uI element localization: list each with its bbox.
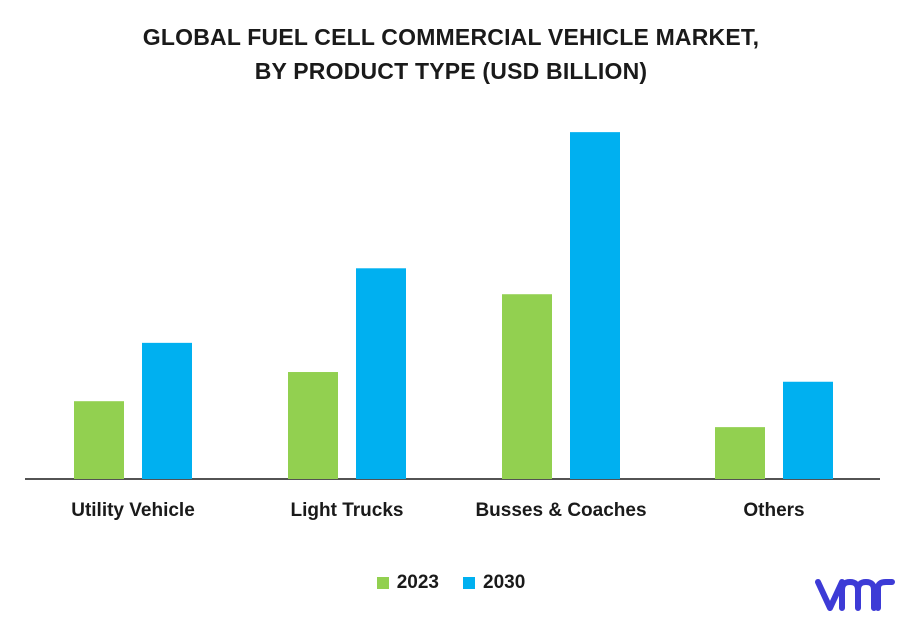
x-tick-label: Light Trucks: [291, 500, 404, 521]
x-tick-label: Utility Vehicle: [71, 500, 195, 521]
chart-legend: 2023 2030: [0, 572, 902, 594]
chart-title-line-1: GLOBAL FUEL CELL COMMERCIAL VEHICLE MARK…: [142, 24, 760, 50]
bar-2030-busses-coaches: [570, 132, 620, 479]
legend-item-2030: 2030: [463, 572, 525, 594]
bar-2023-light-trucks: [288, 372, 338, 479]
vmr-logo: [815, 579, 895, 611]
legend-item-2023: 2023: [376, 572, 439, 594]
bar-2030-others: [783, 381, 833, 479]
bar-2023-others: [715, 427, 765, 479]
chart-title-line-2: BY PRODUCT TYPE (USD BILLION): [254, 58, 648, 84]
bar-2030-utility-vehicle: [142, 342, 192, 479]
legend-label-2023: 2023: [396, 572, 439, 593]
x-tick-label: Busses & Coaches: [475, 500, 646, 521]
bar-2023-utility-vehicle: [74, 401, 124, 479]
bar-2023-busses-coaches: [502, 294, 552, 479]
chart-title: GLOBAL FUEL CELL COMMERCIAL VEHICLE MARK…: [0, 20, 902, 88]
bar-2030-light-trucks: [356, 268, 406, 479]
legend-swatch-2023: [376, 577, 389, 589]
legend-swatch-2030: [463, 577, 475, 589]
legend-label-2030: 2030: [483, 572, 526, 593]
x-tick-label: Others: [743, 500, 804, 521]
bar-chart: Utility Vehicle Light Trucks Busses & Coac…: [25, 132, 880, 521]
